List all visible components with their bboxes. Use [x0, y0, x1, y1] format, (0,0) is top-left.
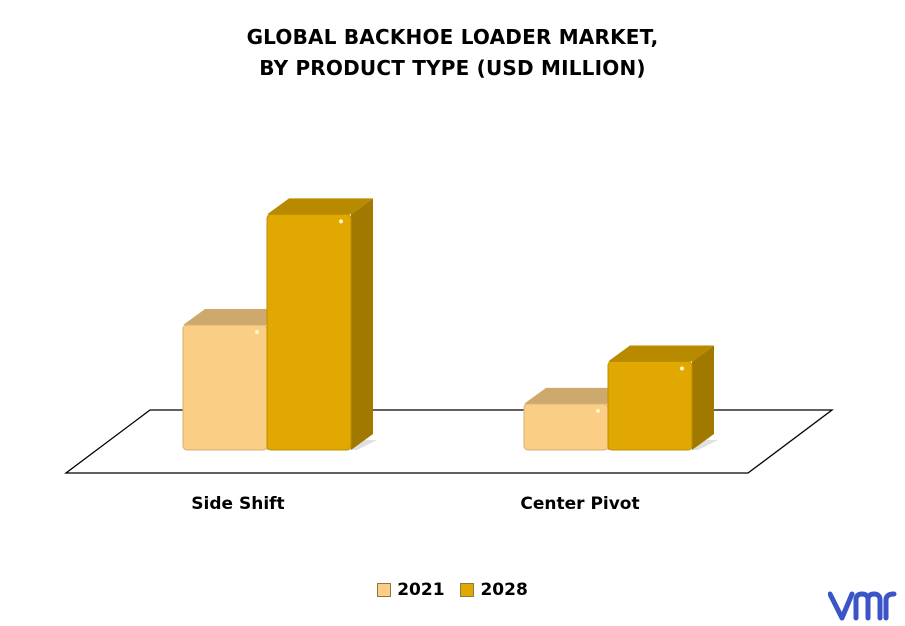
bar-center-pivot-2028-top [608, 345, 714, 362]
bar-center-pivot-2021 [523, 403, 609, 451]
legend-item-2021: 2021 [377, 580, 445, 600]
bar-side-shift-2028 [266, 213, 352, 451]
bar-side-shift-2021-highlight [255, 330, 259, 334]
category-label-center-pivot: Center Pivot [520, 494, 639, 514]
legend-item-2028: 2028 [460, 580, 528, 600]
chart-legend: 2021 2028 [0, 580, 905, 602]
bar-center-pivot-2021-highlight [596, 408, 600, 413]
chart-title-line-1: GLOBAL BACKHOE LOADER MARKET, [246, 25, 659, 49]
bar-center-pivot-2028-highlight [680, 366, 684, 371]
bar-side-shift-2028-top [267, 198, 373, 215]
vmr-logo-icon [828, 591, 897, 621]
bar-side-shift-2021-top [183, 309, 289, 325]
legend-label-2021: 2021 [397, 580, 445, 600]
legend-swatch-2028 [460, 583, 475, 597]
legend-label-2028: 2028 [480, 580, 528, 600]
bar-center-pivot-2028-side [692, 345, 714, 450]
category-label-side-shift: Side Shift [191, 494, 284, 514]
bar-center-pivot-2028 [607, 361, 693, 451]
chart-floor [64, 409, 834, 474]
bar-side-shift-2021 [182, 324, 268, 451]
bar-center-pivot-2021-top [524, 387, 630, 404]
bar-side-shift-2028-side [351, 198, 373, 450]
chart-title: GLOBAL BACKHOE LOADER MARKET, BY PRODUCT… [0, 22, 905, 84]
chart-title-line-2: BY PRODUCT TYPE (USD MILLION) [259, 56, 646, 80]
bar-side-shift-2028-highlight [339, 219, 343, 224]
legend-swatch-2021 [377, 583, 392, 597]
